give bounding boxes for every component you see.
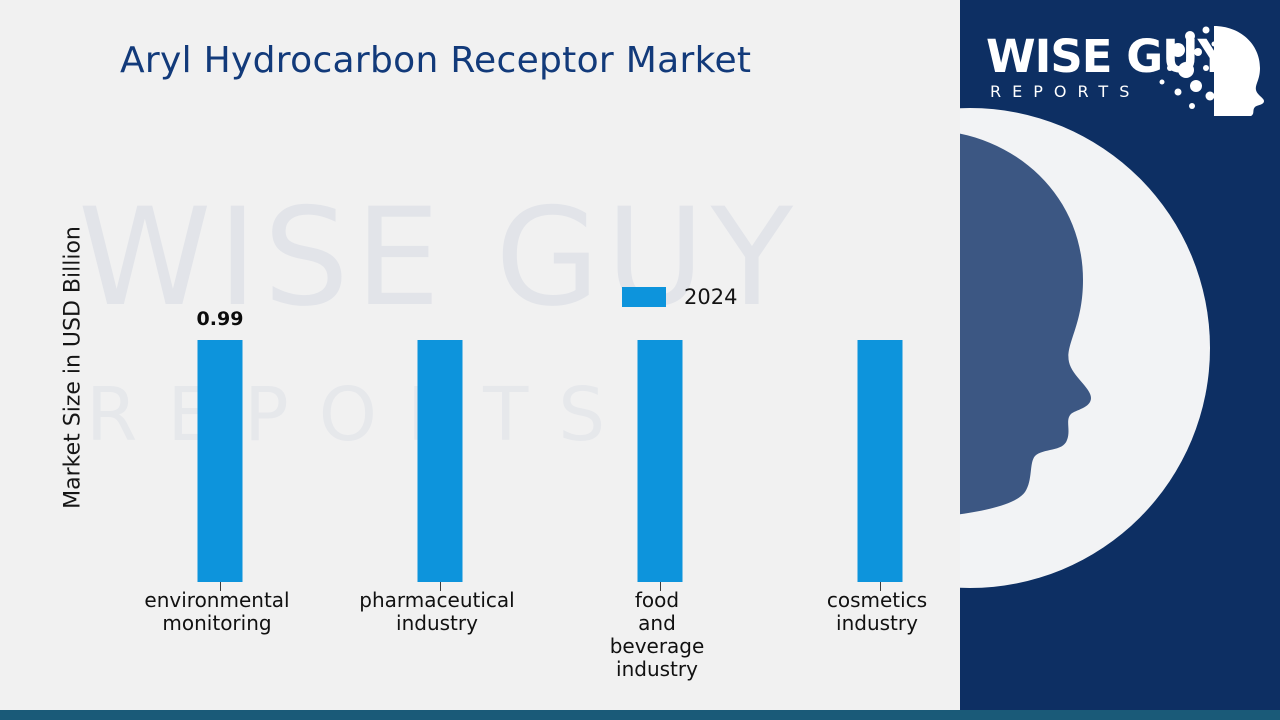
legend-swatch-2024[interactable] [622,287,666,307]
x-axis-label-environmental-monitoring: environmental monitoring [102,589,332,635]
cat-line: beverage [609,634,705,658]
bottom-accent-bar [0,710,1280,720]
bar-slot [330,130,550,582]
x-axis-label-pharmaceutical-industry: pharmaceutical industry [322,589,552,635]
x-axis-tick [660,582,661,591]
cat-line: cosmetics [826,588,928,612]
x-axis-label-cosmetics-industry: cosmetics industry [762,589,960,635]
x-axis-tick [440,582,441,591]
logo-head-icon [1159,26,1264,116]
cat-line: pharmaceutical [359,588,515,612]
x-axis-tick [220,582,221,591]
bar-slot [550,130,770,582]
bar-pharmaceutical-industry[interactable] [417,340,463,582]
bar-slot [770,130,960,582]
chart-title: Aryl Hydrocarbon Receptor Market [120,40,752,81]
cat-line: monitoring [162,611,272,635]
bar-slot: 0.99 [110,130,330,582]
bar-environmental-monitoring[interactable] [197,340,243,582]
cat-line: industry [836,611,918,635]
y-axis-label: Market Size in USD Billion [60,226,86,509]
plot-area: 0.99 [110,130,940,582]
logo-secondary-text: REPORTS [990,82,1141,101]
chart-legend: 2024 [622,285,737,309]
bar-value-label: 0.99 [196,308,244,330]
wiseguy-reports-logo: WISE GUY REPORTS [978,22,1268,118]
cat-line: and [638,611,676,635]
cat-line: food [634,588,680,612]
chart-panel: WISE GUY REPORTS Aryl Hydrocarbon Recept… [60,40,960,681]
cat-line: industry [396,611,478,635]
bar-cosmetics-industry[interactable] [857,340,903,582]
bar-food-and-beverage-industry[interactable] [637,340,683,582]
x-axis-tick [880,582,881,591]
head-silhouette-icon [960,133,1091,515]
cat-line: industry [616,657,698,681]
brand-panel: WISE GUY REPORTS [960,0,1280,710]
legend-label-2024: 2024 [684,285,738,309]
dot-pattern-decoration [960,150,1055,550]
cat-line: environmental [144,588,290,612]
x-axis-label-food-and-beverage-industry: food and beverage industry [542,589,772,681]
